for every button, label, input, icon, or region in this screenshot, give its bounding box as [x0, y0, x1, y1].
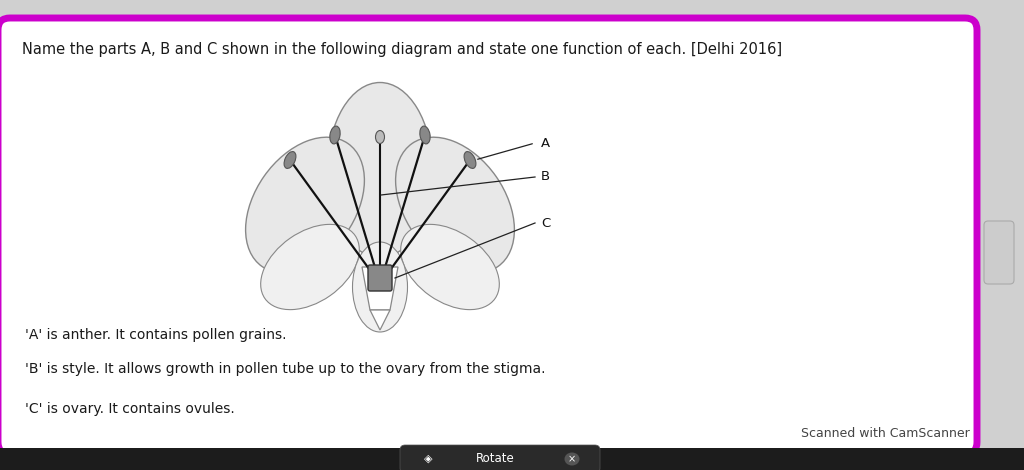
Ellipse shape — [284, 151, 296, 168]
Ellipse shape — [328, 83, 432, 258]
Ellipse shape — [246, 137, 365, 273]
Ellipse shape — [564, 453, 580, 465]
FancyBboxPatch shape — [984, 221, 1014, 284]
Text: Rotate: Rotate — [475, 453, 514, 465]
Text: Scanned with CamScanner: Scanned with CamScanner — [801, 427, 970, 440]
Ellipse shape — [420, 126, 430, 144]
Text: 'A' is anther. It contains pollen grains.: 'A' is anther. It contains pollen grains… — [25, 328, 287, 342]
Ellipse shape — [376, 131, 384, 143]
Ellipse shape — [352, 242, 408, 332]
Text: B: B — [541, 171, 550, 183]
FancyBboxPatch shape — [368, 265, 392, 291]
Ellipse shape — [261, 224, 359, 310]
Ellipse shape — [400, 224, 500, 310]
Text: ×: × — [568, 454, 577, 464]
Polygon shape — [370, 310, 390, 330]
Text: Name the parts A, B and C shown in the following diagram and state one function : Name the parts A, B and C shown in the f… — [22, 42, 782, 57]
Text: ◈: ◈ — [424, 454, 432, 464]
FancyBboxPatch shape — [0, 448, 1024, 470]
FancyBboxPatch shape — [0, 18, 977, 454]
FancyBboxPatch shape — [400, 445, 600, 470]
Ellipse shape — [464, 151, 476, 168]
Text: A: A — [541, 136, 550, 149]
Text: 'B' is style. It allows growth in pollen tube up to the ovary from the stigma.: 'B' is style. It allows growth in pollen… — [25, 362, 546, 376]
Ellipse shape — [330, 126, 340, 144]
Text: C: C — [541, 217, 550, 229]
Polygon shape — [362, 267, 398, 310]
Text: 'C' is ovary. It contains ovules.: 'C' is ovary. It contains ovules. — [25, 402, 234, 416]
Ellipse shape — [395, 137, 514, 273]
